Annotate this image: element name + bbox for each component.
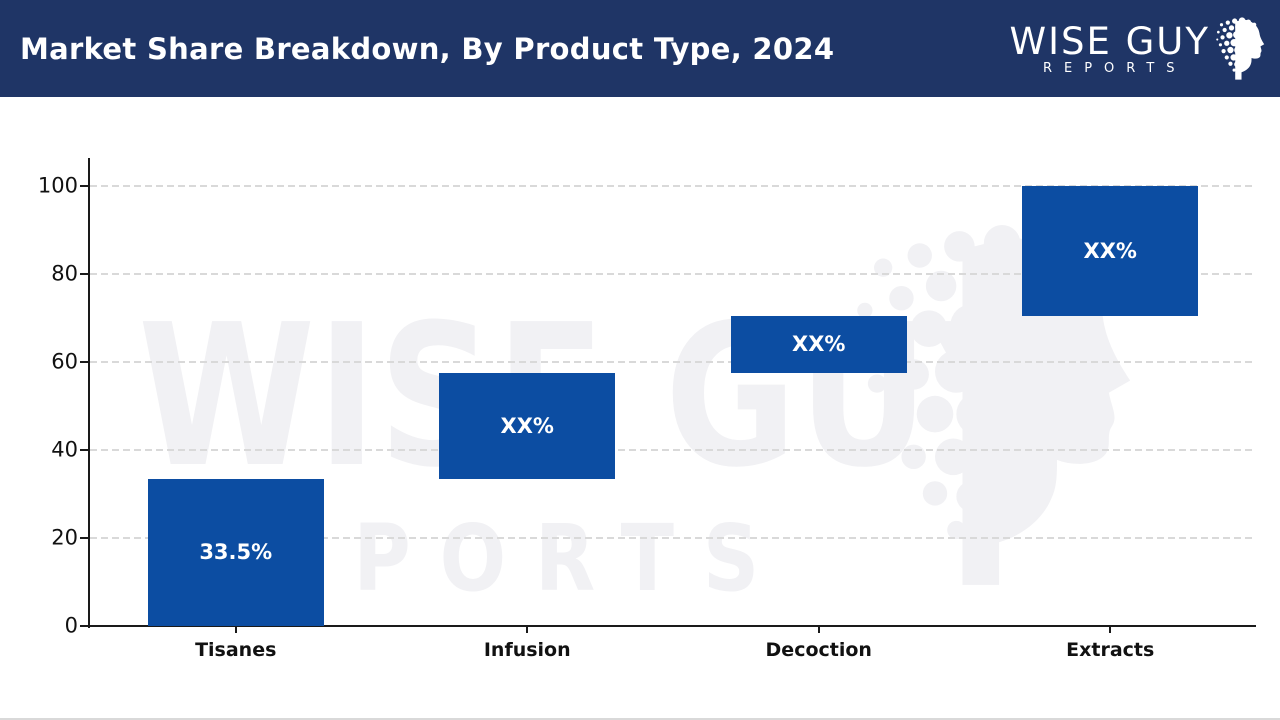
bar-value-label: XX%	[792, 332, 846, 357]
logo-subtitle: REPORTS	[1042, 60, 1187, 76]
wiseguy-face-icon	[1216, 17, 1265, 80]
y-tick-label: 80	[51, 261, 78, 286]
y-tickmark	[80, 449, 88, 451]
y-tick-label: 60	[51, 349, 78, 374]
bar-infusion: XX%	[439, 373, 616, 479]
plot-area: 0 20 40 60 80 100 33.5% Tisanes XX% Infusion XX% De…	[0, 97, 1280, 718]
y-tick-label: 0	[64, 613, 78, 638]
y-tick-label: 40	[51, 437, 78, 462]
gridline	[90, 185, 1256, 187]
x-tickmark	[526, 626, 529, 633]
bar-value-label: XX%	[500, 413, 554, 438]
x-tickmark	[1109, 626, 1112, 633]
y-tickmark	[80, 625, 88, 627]
bar-value-label: 33.5%	[199, 540, 273, 565]
x-axis	[88, 625, 1256, 627]
wiseguy-logo-text: WISE GUY REPORTS	[1010, 23, 1210, 76]
x-tick-label: Decoction	[765, 639, 872, 661]
x-tick-label: Extracts	[1066, 639, 1155, 661]
wiseguy-logo: WISE GUY REPORTS	[1010, 5, 1270, 93]
gridline	[90, 361, 1256, 363]
x-tickmark	[817, 626, 820, 633]
page-title: Market Share Breakdown, By Product Type,…	[20, 31, 835, 66]
waterfall-chart: WISE GUY REPORTS 0 20 40 60 80 100 33.5% Tisane…	[0, 97, 1280, 718]
y-tickmark	[80, 361, 88, 363]
x-tickmark	[234, 626, 237, 633]
gridline	[90, 449, 1256, 451]
x-tick-label: Infusion	[483, 639, 571, 661]
bar-extracts: XX%	[1022, 186, 1199, 316]
header-bar: Market Share Breakdown, By Product Type,…	[0, 0, 1280, 97]
bar-value-label: XX%	[1083, 238, 1137, 263]
gridline	[90, 273, 1256, 275]
bar-decoction: XX%	[730, 315, 907, 373]
y-tickmark	[80, 185, 88, 187]
y-tick-label: 100	[37, 173, 78, 198]
bar-tisanes: 33.5%	[147, 478, 324, 626]
logo-wordmark: WISE GUY	[1009, 19, 1210, 63]
bottom-border	[0, 718, 1280, 720]
y-tick-label: 20	[51, 525, 78, 550]
y-tickmark	[80, 273, 88, 275]
y-axis	[88, 158, 90, 628]
y-tickmark	[80, 537, 88, 539]
x-tick-label: Tisanes	[195, 639, 277, 661]
gridline	[90, 537, 1256, 539]
